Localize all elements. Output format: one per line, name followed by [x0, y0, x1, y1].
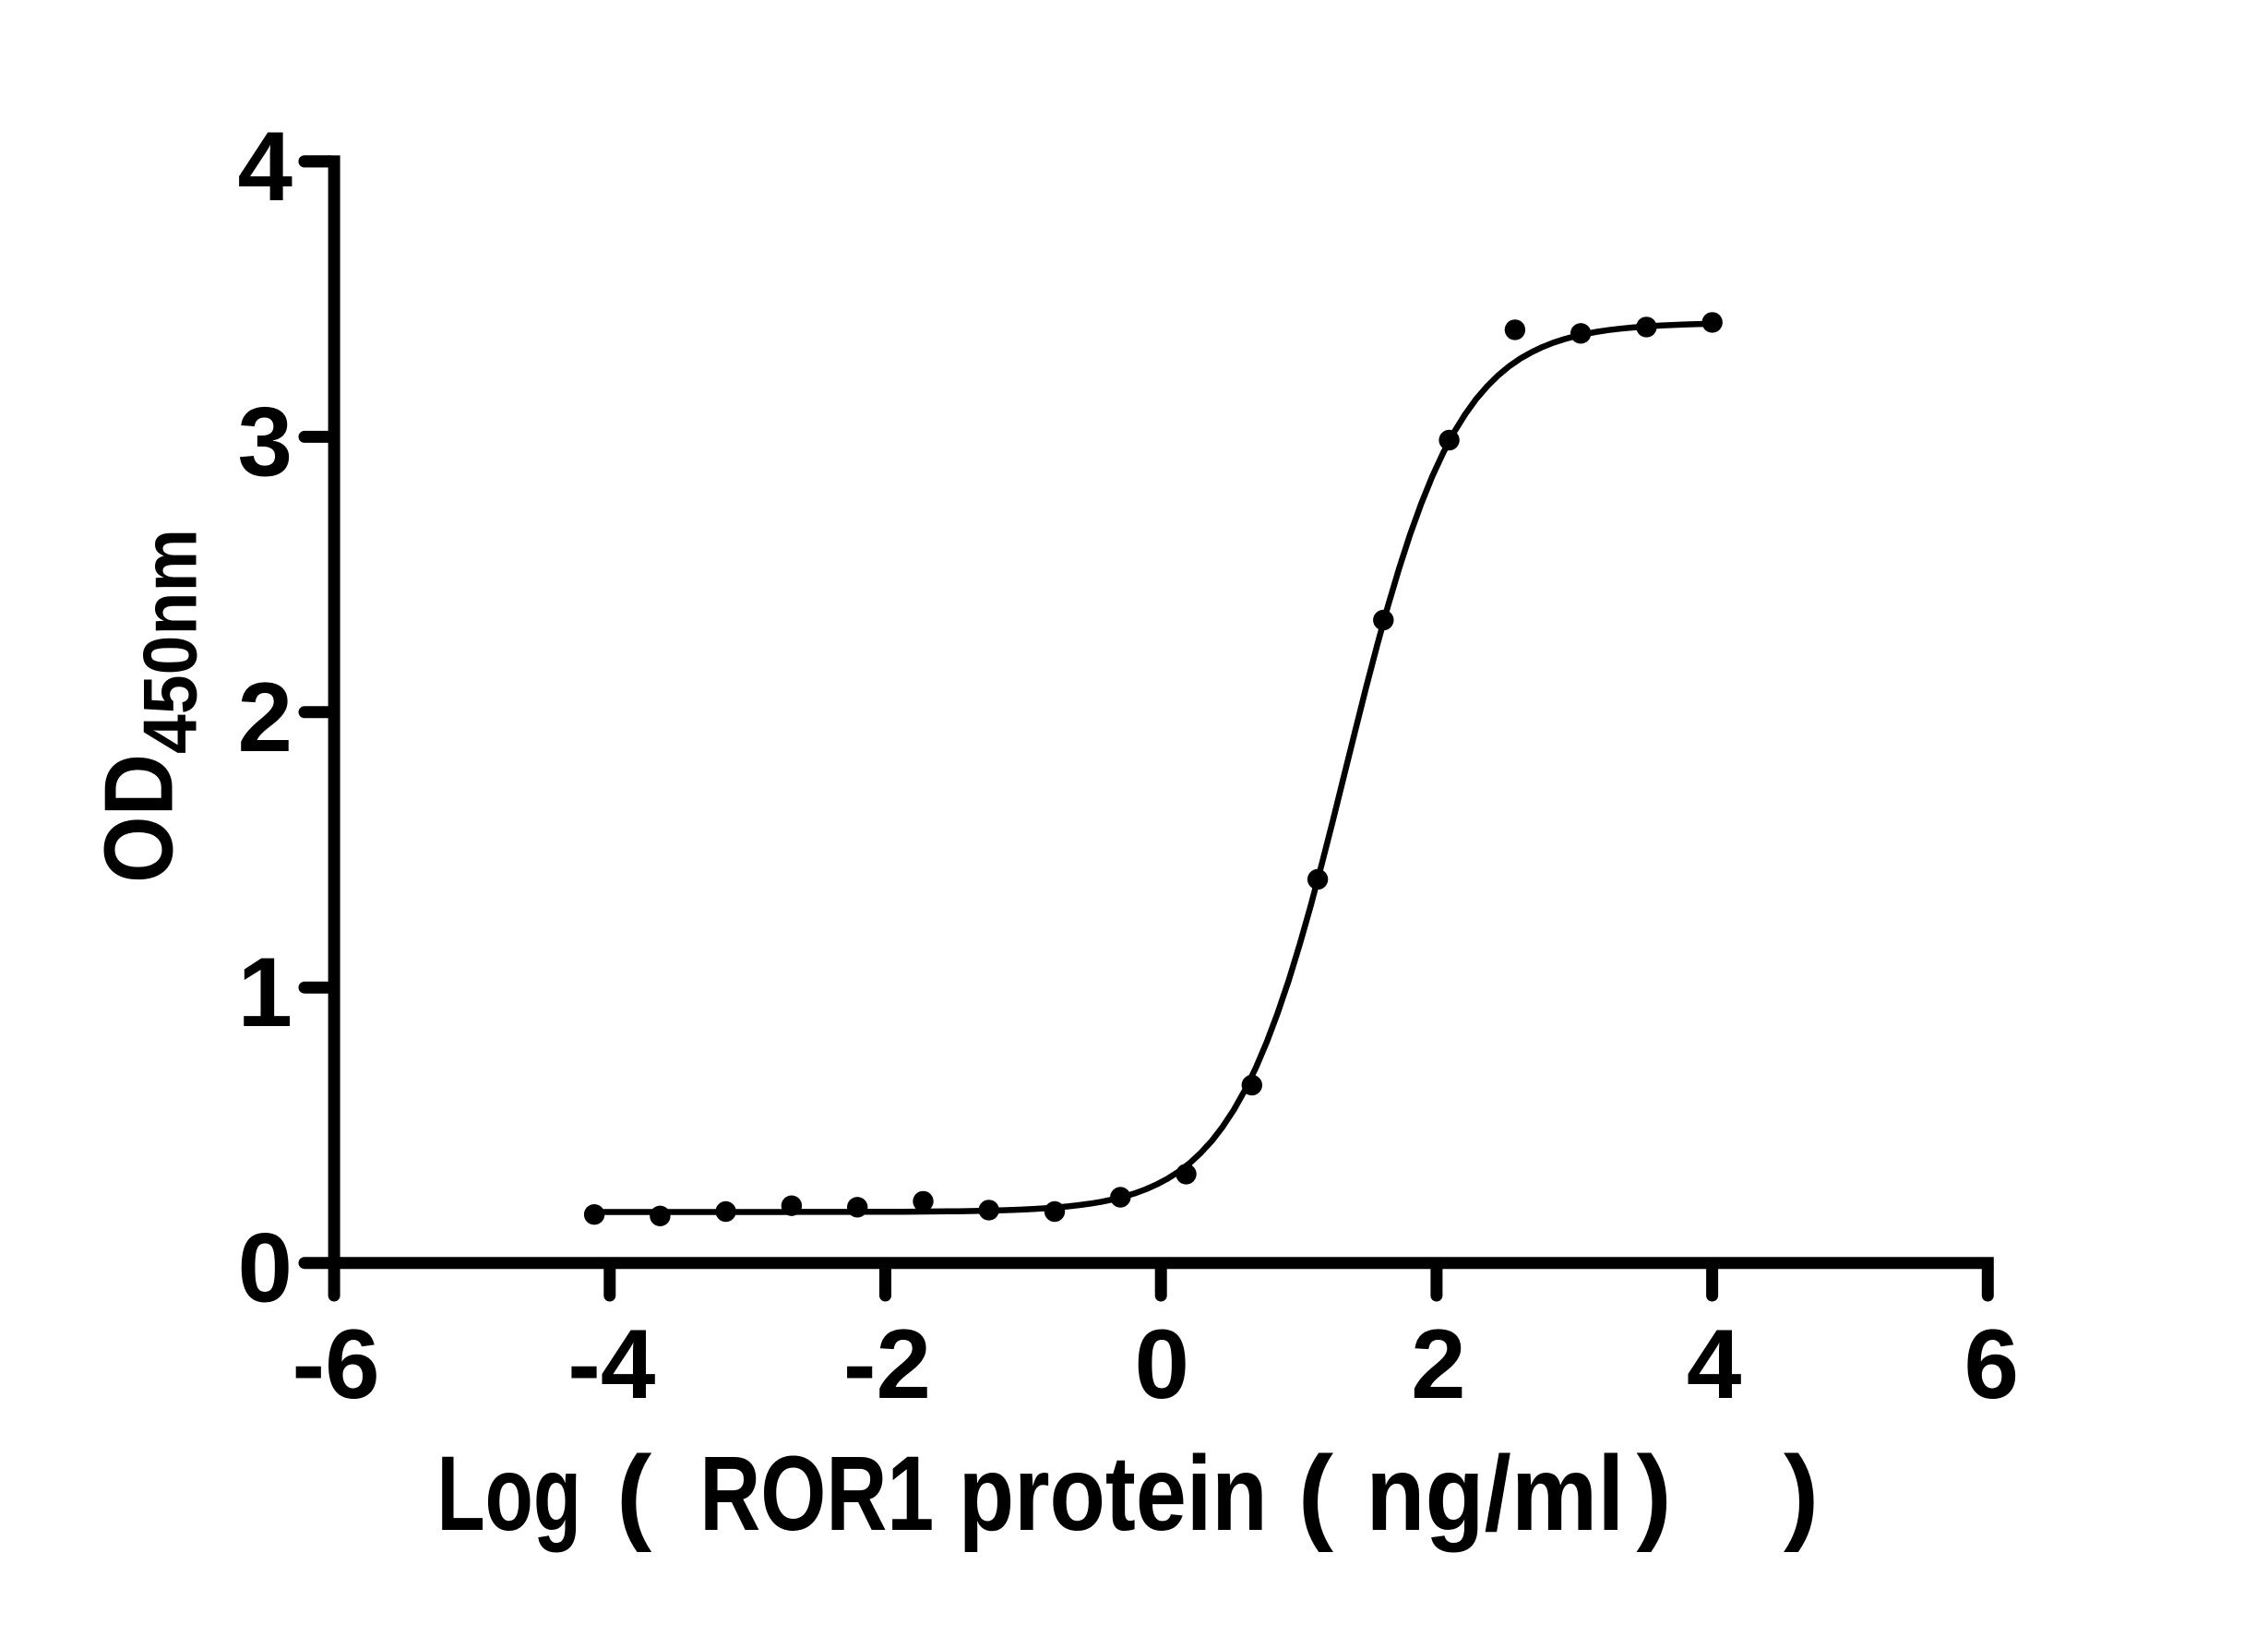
svg-text:6: 6 — [1964, 1308, 2020, 1419]
svg-text:0: 0 — [1134, 1308, 1189, 1419]
svg-text:ROR1: ROR1 — [699, 1435, 934, 1553]
svg-text:2: 2 — [1411, 1308, 1466, 1419]
svg-text:ng/ml: ng/ml — [1366, 1435, 1624, 1553]
svg-text:-4: -4 — [567, 1308, 655, 1419]
svg-text:4: 4 — [1687, 1308, 1742, 1419]
svg-text:4: 4 — [237, 111, 292, 221]
svg-text:0: 0 — [237, 1212, 292, 1323]
svg-text:1: 1 — [237, 937, 292, 1047]
svg-text:Log: Log — [437, 1435, 582, 1553]
svg-text:2: 2 — [237, 662, 292, 772]
svg-text:-6: -6 — [292, 1308, 380, 1419]
svg-text:OD450nm: OD450nm — [84, 529, 212, 883]
svg-text:-2: -2 — [843, 1308, 931, 1419]
svg-text:): ) — [1637, 1435, 1672, 1553]
svg-text:): ) — [1784, 1435, 1819, 1553]
svg-text:3: 3 — [237, 386, 292, 496]
svg-text:(: ( — [1298, 1435, 1334, 1553]
svg-text:(: ( — [616, 1435, 652, 1553]
svg-text:protein: protein — [959, 1435, 1268, 1553]
